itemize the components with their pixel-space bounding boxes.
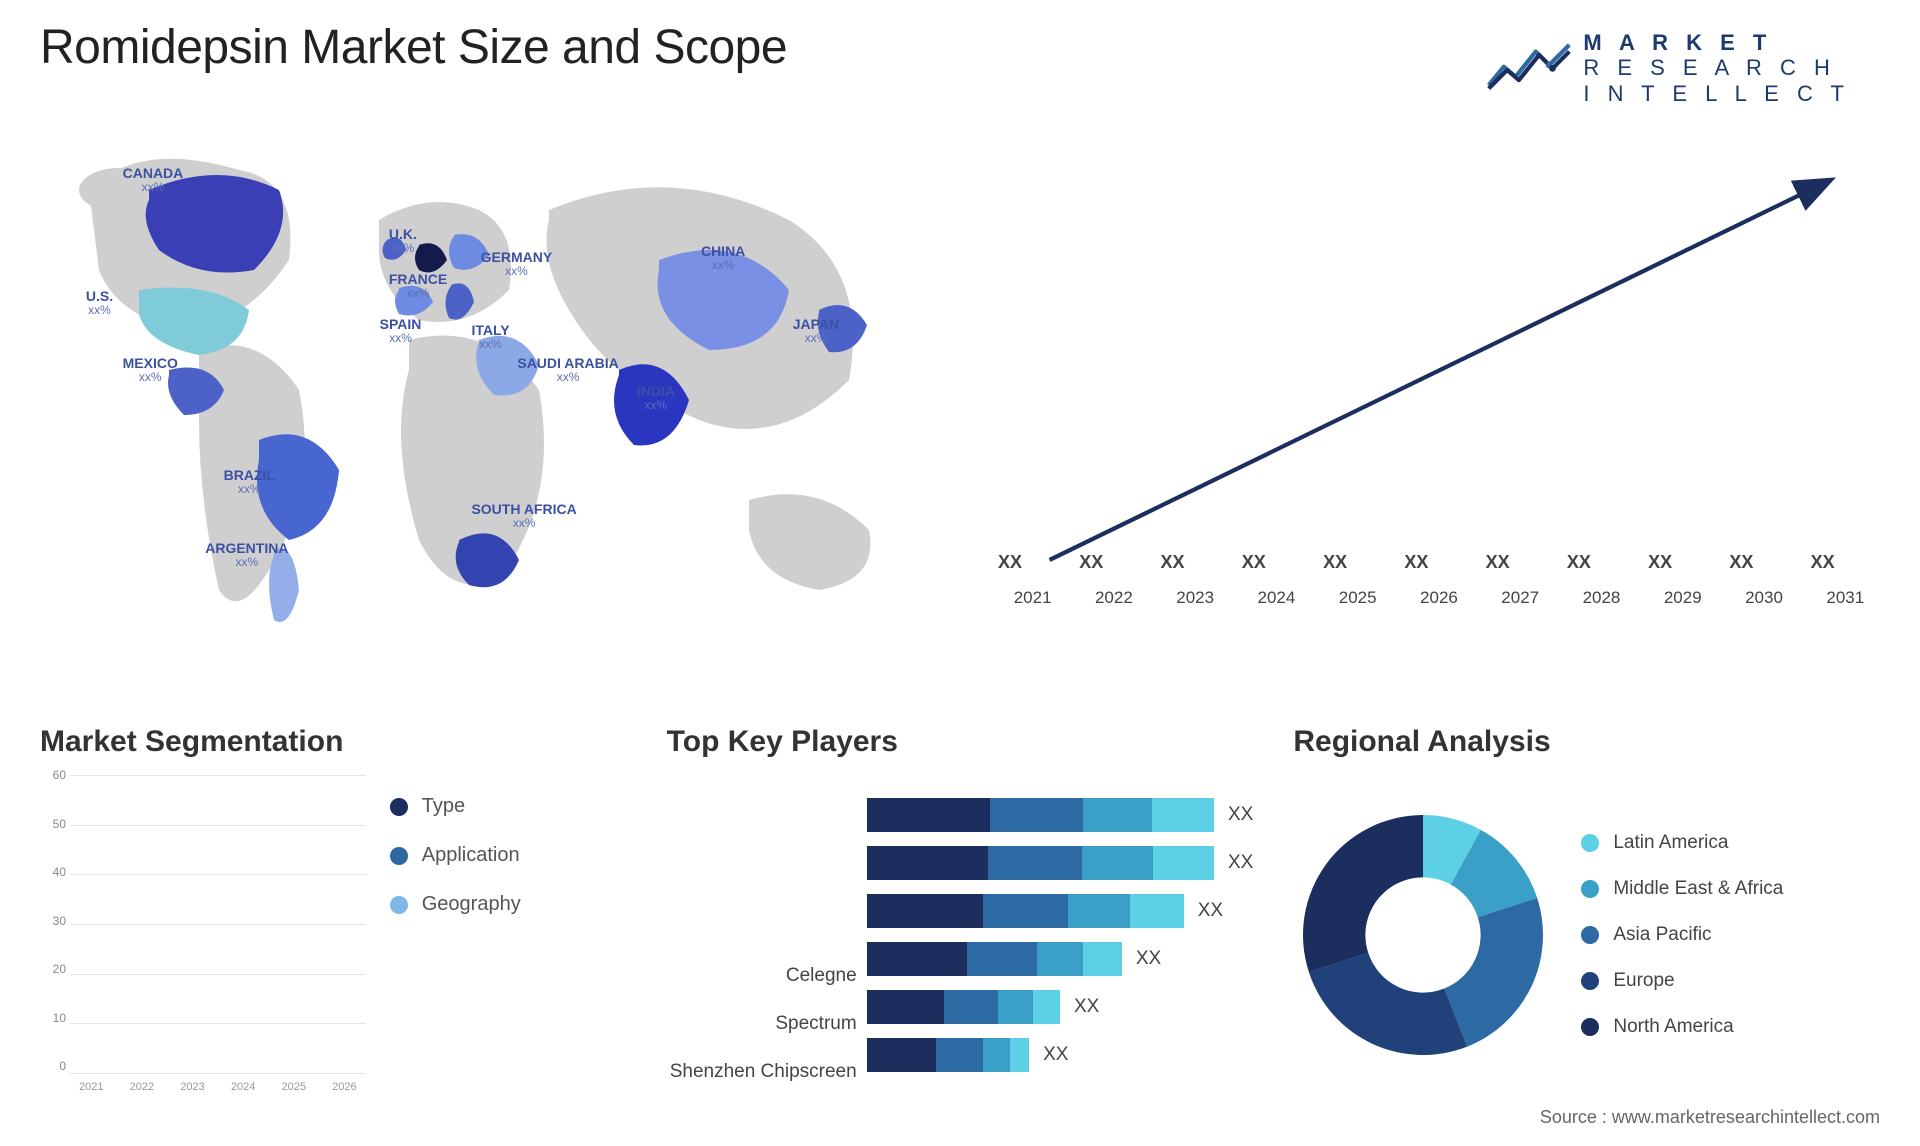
country-label: SPAINxx% (380, 316, 422, 346)
keyplayers-chart: XX XX XX XX XX XX (867, 775, 1254, 1095)
logo-mark-icon (1487, 37, 1571, 98)
country-label: JAPANxx% (793, 316, 839, 346)
keyplayer-bar: XX (867, 942, 1254, 976)
segmentation-chart: 202120222023202420252026 0102030405060 (40, 775, 366, 1095)
keyplayer-label: Spectrum (667, 1007, 857, 1041)
header: Romidepsin Market Size and Scope M A R K… (40, 20, 1880, 110)
country-label: MEXICOxx% (123, 355, 178, 385)
donut-slice (1309, 953, 1467, 1055)
donut-slice (1445, 898, 1544, 1047)
top-row: CANADAxx% U.S.xx% MEXICOxx% BRAZILxx% ARGENT… (40, 120, 1880, 680)
keyplayer-bar: XX (867, 1038, 1254, 1072)
legend-item: Geography (390, 893, 627, 916)
country-label: CANADAxx% (123, 165, 184, 195)
country-label: SAUDI ARABIAxx% (517, 355, 618, 385)
world-map: CANADAxx% U.S.xx% MEXICOxx% BRAZILxx% ARGENT… (40, 120, 958, 680)
keyplayer-label (667, 815, 857, 849)
country-label: ITALYxx% (471, 322, 509, 352)
legend-item: Middle East & Africa (1581, 878, 1783, 900)
country-label: SOUTH AFRICAxx% (471, 501, 576, 531)
regional-title: Regional Analysis (1293, 725, 1880, 759)
segmentation-panel: Market Segmentation 20212022202320242025… (40, 725, 627, 1095)
country-label: INDIAxx% (637, 383, 675, 413)
legend-item: Type (390, 795, 627, 818)
keyplayers-title: Top Key Players (667, 725, 1254, 759)
country-label: U.S.xx% (86, 288, 113, 318)
brand-logo: M A R K E T R E S E A R C H I N T E L L … (1487, 30, 1850, 106)
legend-item: Asia Pacific (1581, 924, 1783, 946)
keyplayer-bar: XX (867, 894, 1254, 928)
country-label: CHINAxx% (701, 243, 745, 273)
keyplayer-label: Celegne (667, 959, 857, 993)
keyplayer-bar: XX (867, 990, 1254, 1024)
legend-item: Latin America (1581, 832, 1783, 854)
bottom-row: Market Segmentation 20212022202320242025… (40, 725, 1880, 1095)
keyplayers-panel: Top Key Players Celegne Spectrum Shenzhen … (667, 725, 1254, 1095)
regional-panel: Regional Analysis Latin America Middle Ea… (1293, 725, 1880, 1095)
forecast-chart: XX2021XX2022XX2023XX2024XX2025XX2026XX20… (998, 120, 1880, 680)
segmentation-legend: Type Application Geography (390, 775, 627, 1095)
keyplayer-label: Shenzhen Chipscreen (667, 1055, 857, 1089)
legend-item: Europe (1581, 970, 1783, 992)
logo-text: M A R K E T R E S E A R C H I N T E L L … (1583, 30, 1850, 106)
keyplayer-bar: XX (867, 798, 1254, 832)
world-map-svg (40, 120, 958, 680)
segmentation-title: Market Segmentation (40, 725, 627, 759)
country-label: U.K.xx% (389, 226, 417, 256)
keyplayer-label (667, 863, 857, 897)
country-label: FRANCExx% (389, 271, 447, 301)
regional-legend: Latin America Middle East & Africa Asia Pa… (1581, 832, 1783, 1038)
regional-donut-chart (1293, 805, 1553, 1065)
legend-item: Application (390, 844, 627, 867)
keyplayers-labels: Celegne Spectrum Shenzhen Chipscreen (667, 775, 867, 1095)
country-label: GERMANYxx% (481, 249, 553, 279)
donut-slice (1303, 815, 1423, 972)
country-label: BRAZILxx% (224, 467, 275, 497)
source-attribution: Source : www.marketresearchintellect.com (1540, 1107, 1880, 1128)
keyplayer-bar: XX (867, 846, 1254, 880)
legend-item: North America (1581, 1016, 1783, 1038)
country-label: ARGENTINAxx% (205, 540, 288, 570)
keyplayer-label (667, 911, 857, 945)
